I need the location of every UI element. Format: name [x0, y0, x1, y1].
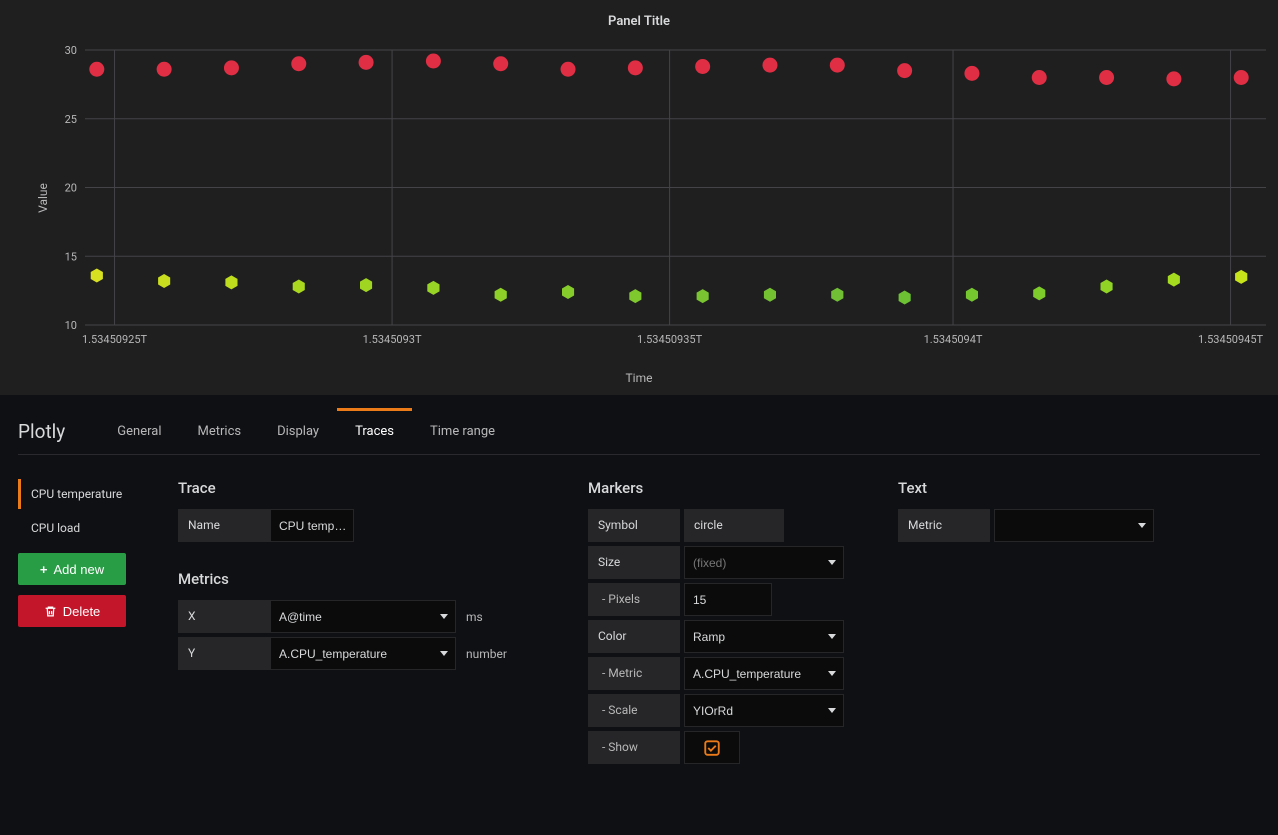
- svg-text:25: 25: [65, 113, 77, 126]
- marker-symbol-label: Symbol: [588, 509, 680, 542]
- panel-title: Panel Title: [0, 14, 1278, 29]
- svg-text:20: 20: [65, 182, 77, 195]
- chart-panel: Panel Title Value 10152025301.53450925T1…: [0, 0, 1278, 395]
- text-metric-select[interactable]: [994, 509, 1154, 542]
- trace-section-title: Trace: [178, 479, 558, 497]
- markers-settings-column: Markers Symbol circle Size (fixed) - Pix…: [588, 479, 868, 768]
- tab-metrics[interactable]: Metrics: [180, 409, 260, 455]
- delete-label: Delete: [63, 604, 101, 619]
- svg-text:1.53450925T: 1.53450925T: [82, 333, 148, 346]
- svg-text:1.53450945T: 1.53450945T: [1198, 333, 1264, 346]
- tab-time-range[interactable]: Time range: [412, 409, 513, 455]
- svg-text:15: 15: [65, 250, 77, 263]
- marker-color-label: Color: [588, 620, 680, 653]
- svg-text:1.5345093T: 1.5345093T: [363, 333, 422, 346]
- delete-button[interactable]: Delete: [18, 595, 126, 627]
- tab-general[interactable]: General: [99, 409, 179, 455]
- svg-text:1.53450935T: 1.53450935T: [637, 333, 703, 346]
- tab-display[interactable]: Display: [259, 409, 337, 455]
- svg-text:10: 10: [65, 319, 77, 332]
- y-metric-label: Y: [178, 637, 270, 670]
- svg-text:1.5345094T: 1.5345094T: [924, 333, 983, 346]
- marker-pixels-label: - Pixels: [588, 583, 680, 616]
- metrics-section-title: Metrics: [178, 570, 558, 588]
- marker-size-label: Size: [588, 546, 680, 579]
- chart-svg: 10 15 20 25 30 1.53450925T 1.5345093T 1.5345093…: [45, 40, 1268, 355]
- marker-symbol-value: circle: [684, 509, 784, 542]
- marker-show-label: - Show: [588, 731, 680, 764]
- svg-text:30: 30: [65, 44, 77, 57]
- add-new-label: Add new: [54, 562, 105, 577]
- x-metric-label: X: [178, 600, 270, 633]
- marker-scale-label: - Scale: [588, 694, 680, 727]
- trace-list-item[interactable]: CPU load: [18, 513, 148, 543]
- trace-list-item[interactable]: CPU temperature: [18, 479, 148, 509]
- x-axis-label: Time: [0, 371, 1278, 385]
- marker-metric-select[interactable]: A.CPU_temperature: [684, 657, 844, 690]
- trace-name-input[interactable]: [270, 509, 354, 542]
- y-metric-select[interactable]: A.CPU_temperature: [270, 637, 456, 670]
- marker-size-select[interactable]: (fixed): [684, 546, 844, 579]
- trash-icon: [44, 605, 57, 618]
- marker-show-checkbox[interactable]: [684, 731, 740, 764]
- marker-scale-select[interactable]: YIOrRd: [684, 694, 844, 727]
- x-unit-label: ms: [466, 610, 483, 624]
- chart-plot-area[interactable]: 10 15 20 25 30 1.53450925T 1.5345093T 1.5345093…: [45, 40, 1268, 355]
- marker-color-select[interactable]: Ramp: [684, 620, 844, 653]
- plus-icon: +: [40, 562, 48, 577]
- editor-body: CPU temperature CPU load + Add new Delete…: [18, 455, 1260, 768]
- trace-settings-column: Trace Name Metrics X A@time ms Y: [178, 479, 558, 768]
- marker-metric-label: - Metric: [588, 657, 680, 690]
- text-section-title: Text: [898, 479, 1178, 497]
- check-icon: [703, 739, 721, 757]
- editor-tabs-row: Plotly GeneralMetricsDisplayTracesTime r…: [18, 409, 1260, 455]
- tab-traces[interactable]: Traces: [337, 409, 412, 455]
- panel-editor: Plotly GeneralMetricsDisplayTracesTime r…: [0, 395, 1278, 768]
- trace-list-sidebar: CPU temperature CPU load + Add new Delete: [18, 479, 148, 768]
- marker-pixels-input[interactable]: [684, 583, 772, 616]
- text-metric-label: Metric: [898, 509, 990, 542]
- text-settings-column: Text Metric: [898, 479, 1178, 768]
- trace-name-label: Name: [178, 509, 270, 542]
- markers-section-title: Markers: [588, 479, 868, 497]
- y-unit-label: number: [466, 647, 507, 661]
- x-metric-select[interactable]: A@time: [270, 600, 456, 633]
- add-new-button[interactable]: + Add new: [18, 553, 126, 585]
- editor-title: Plotly: [18, 420, 65, 443]
